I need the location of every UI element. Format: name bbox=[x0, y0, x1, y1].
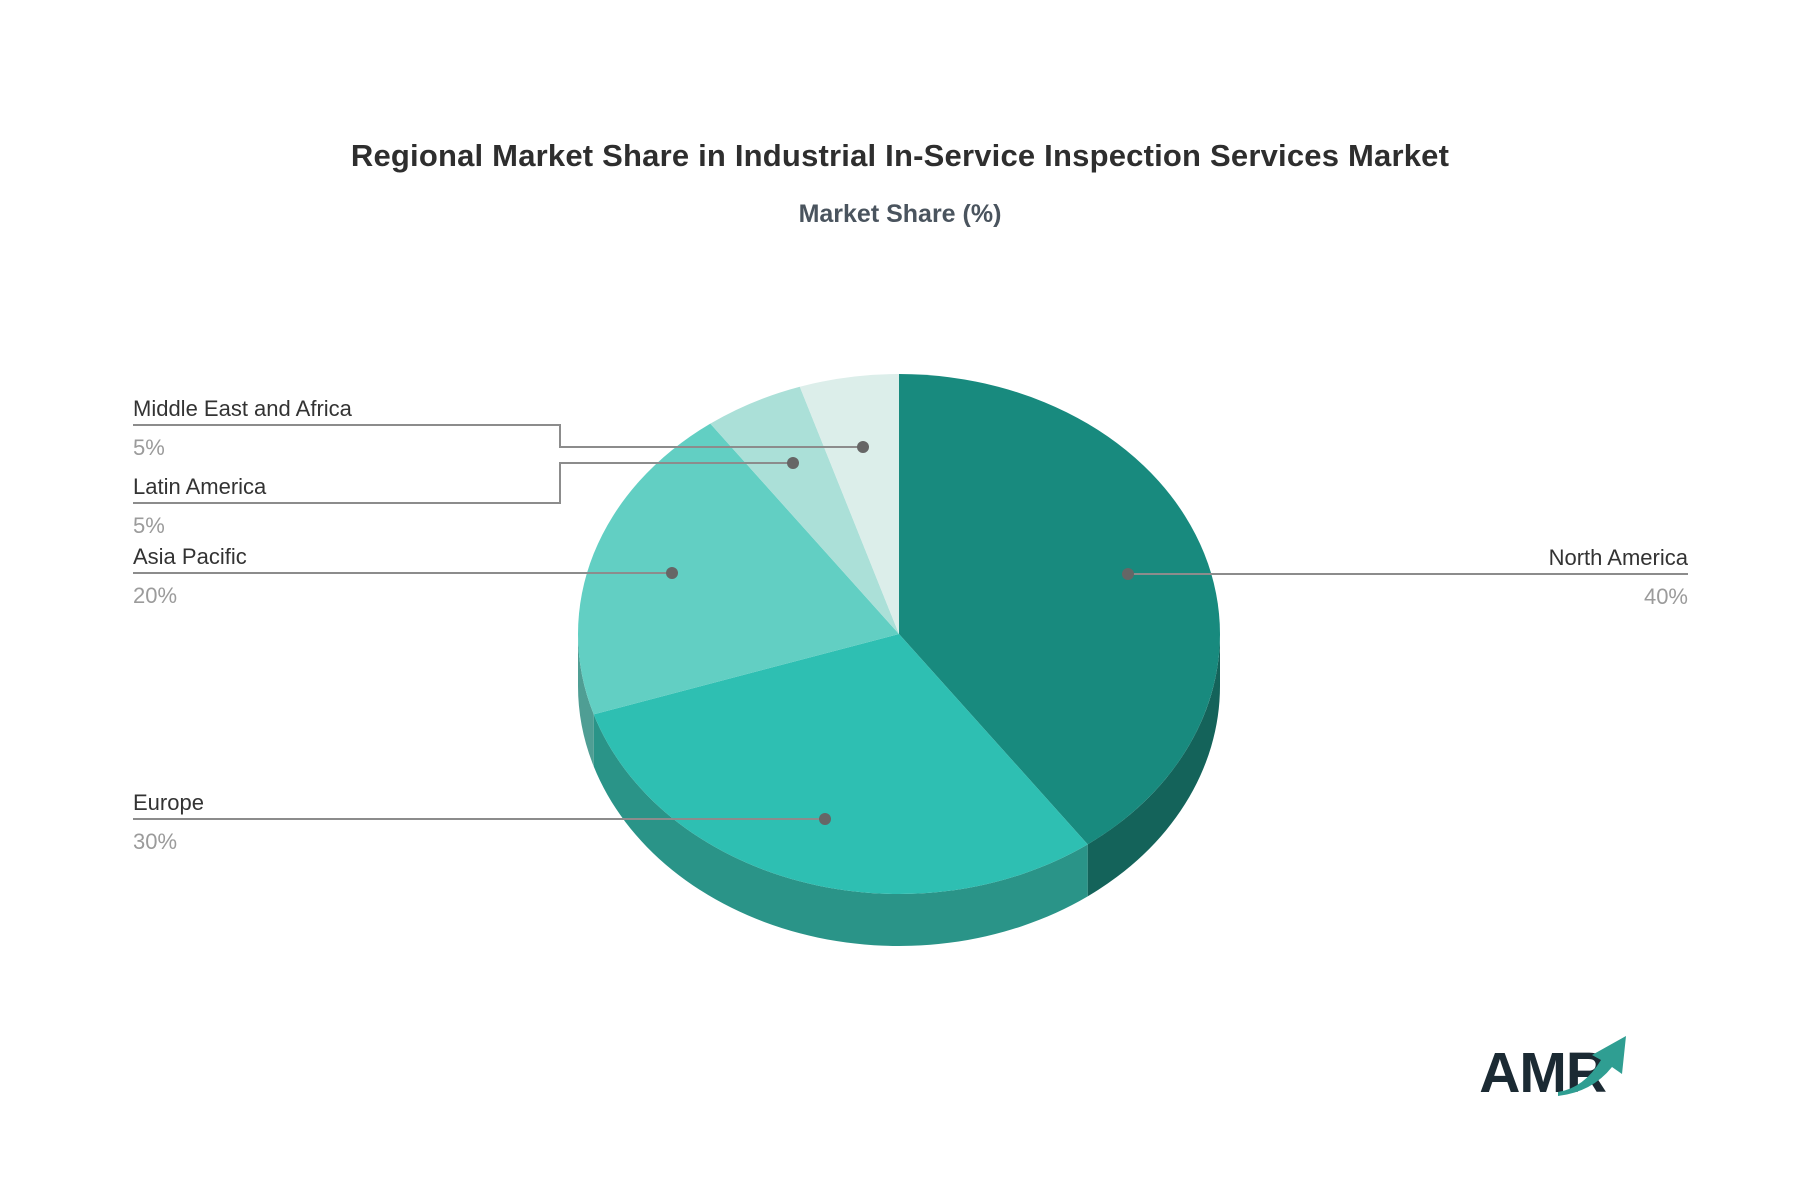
pie-slice-north-america[interactable] bbox=[899, 374, 1220, 845]
chart-subtitle: Market Share (%) bbox=[798, 200, 1002, 228]
pie-slice-depth-north-america bbox=[1087, 634, 1220, 897]
callout-asia-pacific: Asia Pacific 20% bbox=[133, 546, 247, 607]
pie-slice-depth-europe bbox=[593, 714, 1088, 946]
pie-slice-middle-east-and-africa[interactable] bbox=[799, 374, 899, 634]
pie-slice-europe[interactable] bbox=[593, 634, 1088, 894]
slice-value: 20% bbox=[133, 583, 178, 608]
leader-dot-latin-america bbox=[787, 457, 799, 469]
leader-line-middle-east-and-africa bbox=[133, 424, 863, 448]
leader-line-latin-america bbox=[133, 462, 793, 504]
chart-title: Regional Market Share in Industrial In-S… bbox=[350, 138, 1450, 173]
pie-slice-depth-asia-pacific bbox=[578, 634, 594, 767]
leader-dot-north-america bbox=[1122, 568, 1134, 580]
growth-arrow-icon bbox=[1558, 1036, 1626, 1096]
brand-logo: AMR bbox=[1479, 1036, 1634, 1105]
slice-value: 5% bbox=[133, 435, 165, 460]
slice-value: 30% bbox=[133, 829, 178, 854]
pie-slice-latin-america[interactable] bbox=[710, 386, 899, 634]
slice-label: Latin America bbox=[133, 474, 267, 499]
slice-label: Asia Pacific bbox=[133, 544, 247, 569]
slice-label: Middle East and Africa bbox=[133, 396, 352, 421]
callout-latin-america: Latin America 5% bbox=[133, 476, 266, 537]
slice-value: 5% bbox=[133, 513, 165, 538]
callout-europe: Europe 30% bbox=[133, 792, 204, 853]
slice-value: 40% bbox=[1643, 584, 1688, 609]
slice-label: North America bbox=[1548, 545, 1688, 570]
callout-middle-east-and-africa: Middle East and Africa 5% bbox=[133, 398, 352, 459]
leader-dot-asia-pacific bbox=[666, 567, 678, 579]
leader-dot-europe bbox=[819, 813, 831, 825]
callout-north-america: North America 40% bbox=[1549, 547, 1688, 608]
slice-label: Europe bbox=[133, 790, 204, 815]
pie-slice-asia-pacific[interactable] bbox=[578, 423, 899, 715]
leader-dot-middle-east-and-africa bbox=[857, 441, 869, 453]
brand-logo-text: AMR bbox=[1479, 1041, 1607, 1105]
